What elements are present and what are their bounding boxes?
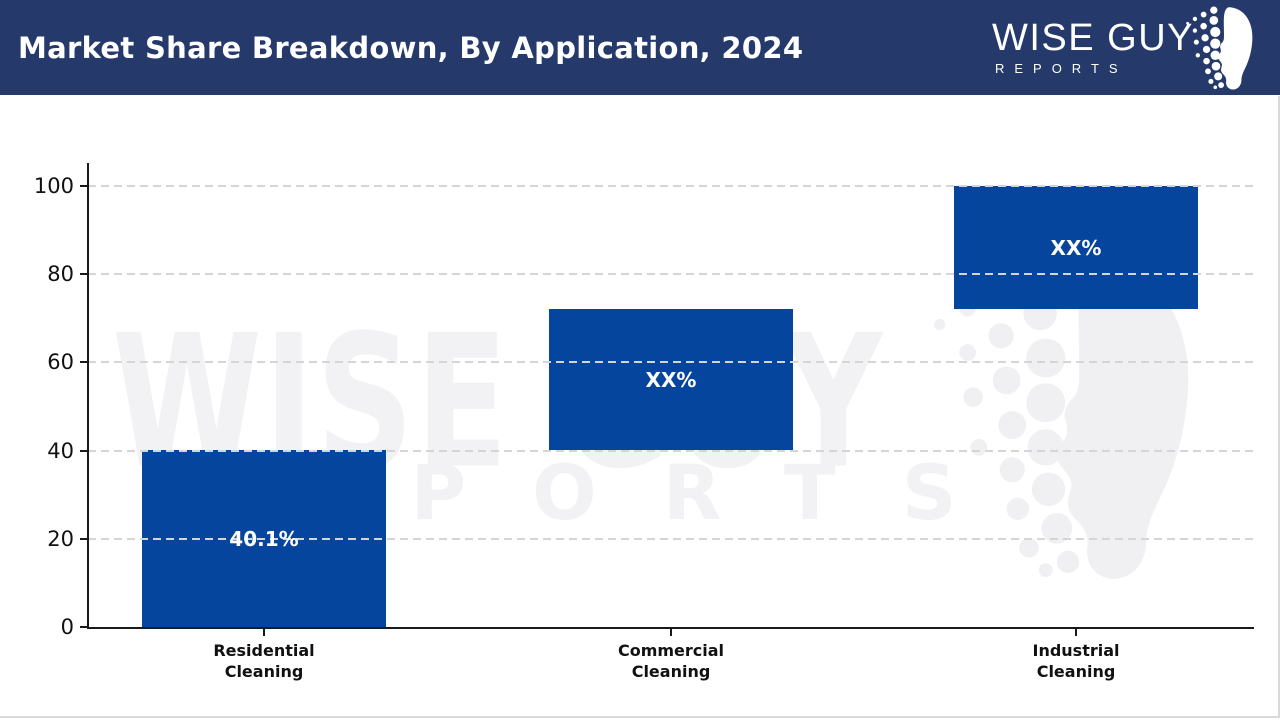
y-tick-label: 20 — [47, 526, 74, 551]
y-axis-line — [87, 163, 89, 629]
y-axis-tick — [80, 273, 88, 276]
x-category-label-line: Industrial — [1032, 641, 1120, 660]
y-axis-tick — [80, 185, 88, 187]
gridline — [88, 537, 1253, 540]
y-tick-label: 80 — [47, 262, 74, 287]
x-category-label-industrial-cleaning: Industrial Cleaning — [956, 640, 1196, 682]
bar-industrial-cleaning — [954, 186, 1198, 310]
x-category-label-line: Residential — [213, 641, 315, 660]
logo-head-icon — [1186, 6, 1253, 90]
bar-value-label: 40.1% — [229, 526, 299, 551]
bar-value-label: XX% — [1050, 235, 1102, 260]
logo-subtext: REPORTS — [994, 61, 1128, 76]
gridline — [88, 185, 1253, 187]
x-category-label-commercial-cleaning: Commercial Cleaning — [551, 640, 791, 682]
y-tick-label: 0 — [60, 615, 74, 639]
y-tick-label: 40 — [47, 438, 74, 463]
x-category-label-residential-cleaning: Residential Cleaning — [144, 640, 384, 682]
y-axis-tick — [80, 537, 88, 540]
frame-bottom-line — [0, 716, 1280, 718]
x-axis-line — [87, 627, 1254, 629]
y-axis-tick — [80, 361, 88, 364]
bar-value-label: XX% — [645, 367, 697, 392]
logo-text: WISE GUY REPORTS — [992, 19, 1194, 76]
gridline — [88, 449, 1253, 452]
y-axis-tick — [80, 449, 88, 452]
x-category-label-line: Commercial — [617, 641, 725, 660]
x-category-label-line: Cleaning — [1036, 662, 1116, 681]
x-axis-tick — [1075, 629, 1077, 636]
x-axis-tick — [670, 629, 672, 636]
y-tick-label: 60 — [47, 350, 74, 375]
page-title: Market Share Breakdown, By Application, … — [18, 30, 804, 65]
logo-wordmark: WISE GUY — [991, 17, 1194, 59]
wise-guy-logo: WISE GUY REPORTS — [992, 4, 1256, 92]
gridline — [88, 361, 1253, 364]
gridline — [88, 273, 1253, 276]
frame-right-line — [1278, 96, 1280, 717]
x-category-label-line: Cleaning — [631, 662, 711, 681]
y-axis-tick — [80, 626, 88, 628]
x-axis-tick — [263, 629, 265, 636]
bar-commercial-cleaning — [549, 309, 793, 451]
x-category-label-line: Cleaning — [224, 662, 304, 681]
y-tick-label: 100 — [33, 174, 74, 198]
header-bar: Market Share Breakdown, By Application, … — [0, 0, 1280, 95]
